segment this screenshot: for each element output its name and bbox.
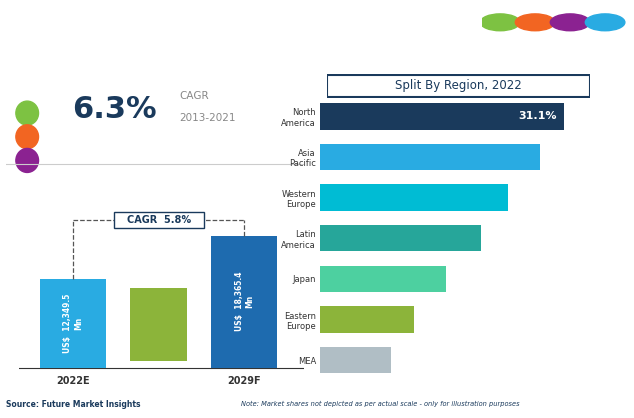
FancyBboxPatch shape xyxy=(113,212,204,228)
Bar xyxy=(320,144,540,170)
FancyBboxPatch shape xyxy=(327,75,590,97)
Text: 2013-2021: 2013-2021 xyxy=(179,113,236,123)
Text: Split By Region, 2022: Split By Region, 2022 xyxy=(395,79,521,92)
Text: Note: Market shares not depicted as per actual scale - only for illustration pur: Note: Market shares not depicted as per … xyxy=(241,401,519,408)
Bar xyxy=(320,266,446,292)
Text: 6.3%: 6.3% xyxy=(72,95,157,125)
Bar xyxy=(211,236,277,368)
Text: 2022E: 2022E xyxy=(56,376,90,386)
Circle shape xyxy=(515,14,555,31)
Bar xyxy=(130,288,187,361)
Bar xyxy=(320,225,481,252)
Text: CAGR: CAGR xyxy=(179,91,209,101)
Text: 31.1%: 31.1% xyxy=(518,111,557,121)
Text: 2029F: 2029F xyxy=(228,376,261,386)
Bar xyxy=(320,306,414,333)
Circle shape xyxy=(481,14,520,31)
Bar xyxy=(40,279,106,368)
Text: Future Market Insights: Future Market Insights xyxy=(531,59,585,64)
Bar xyxy=(320,184,508,211)
Bar xyxy=(320,103,564,130)
Text: US$  18,365.4
Mn: US$ 18,365.4 Mn xyxy=(235,272,254,331)
Circle shape xyxy=(585,14,625,31)
Text: US$  12,349.5
Mn: US$ 12,349.5 Mn xyxy=(63,294,83,353)
Text: fmi: fmi xyxy=(545,37,571,51)
Text: Global Laparoscopic Devices Market Analysis 2022-
2029: Global Laparoscopic Devices Market Analy… xyxy=(13,20,453,55)
Circle shape xyxy=(16,125,39,149)
Circle shape xyxy=(550,14,590,31)
Bar xyxy=(320,347,391,373)
Text: CAGR  5.8%: CAGR 5.8% xyxy=(127,215,191,225)
Text: Source: Future Market Insights: Source: Future Market Insights xyxy=(6,400,141,409)
Circle shape xyxy=(16,148,39,173)
Circle shape xyxy=(16,101,39,125)
